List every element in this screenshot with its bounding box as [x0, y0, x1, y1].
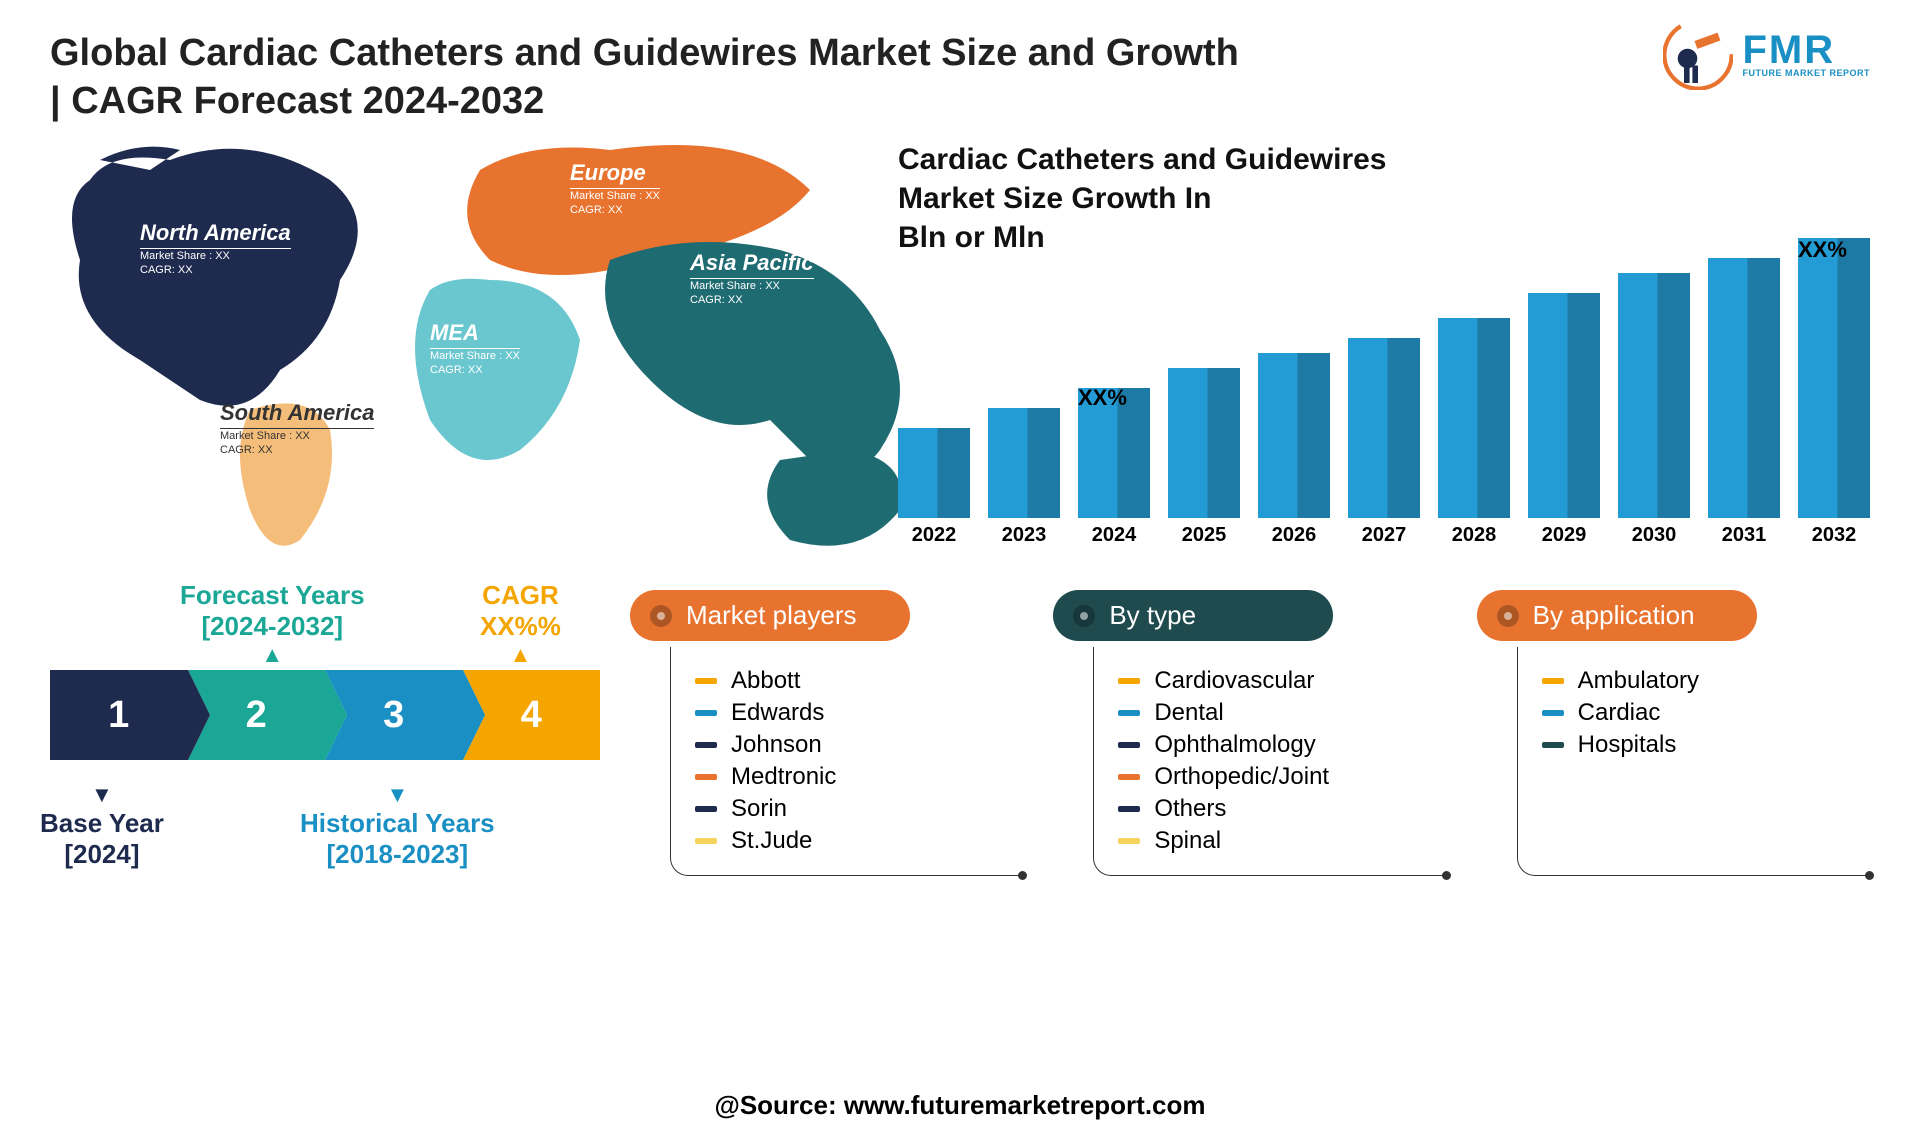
- list-item: Abbott: [695, 667, 1023, 695]
- card-body: Cardiovascular Dental Ophthalmology Orthope…: [1093, 647, 1446, 876]
- region-label-asia-pacific: Asia Pacific Market Share : XXCAGR: XX: [690, 250, 814, 308]
- base-year-value: [2024]: [40, 839, 164, 870]
- logo-subtext: FUTURE MARKET REPORT: [1743, 68, 1871, 78]
- tick-icon: [1118, 774, 1140, 780]
- tick-icon: [1118, 806, 1140, 812]
- bar-2029: 2029: [1528, 293, 1600, 547]
- tick-icon: [695, 838, 717, 844]
- arrow-up-icon: ▲: [480, 642, 561, 668]
- list-item: Johnson: [695, 731, 1023, 759]
- chart-title-l2: Market Size Growth In: [898, 179, 1870, 218]
- tick-icon: [1542, 742, 1564, 748]
- bar-2031: 2031: [1708, 258, 1780, 547]
- bullet-icon: [650, 605, 672, 627]
- card-header: By type: [1053, 590, 1333, 641]
- world-map: North America Market Share : XXCAGR: XX E…: [50, 140, 838, 560]
- timeline-segment-1: 1: [50, 670, 188, 760]
- chart-title-l1: Cardiac Catheters and Guidewires: [898, 140, 1870, 179]
- bar-2025: 2025: [1168, 368, 1240, 547]
- list-item: Sorin: [695, 795, 1023, 823]
- card-header: By application: [1477, 590, 1757, 641]
- tick-icon: [1118, 710, 1140, 716]
- source-attribution: @Source: www.futuremarketreport.com: [0, 1090, 1920, 1121]
- bar-2022: 2022: [898, 428, 970, 547]
- tick-icon: [1542, 710, 1564, 716]
- arrow-down-icon: ▼: [40, 782, 164, 808]
- list-item: Medtronic: [695, 763, 1023, 791]
- pct-label-2032: XX%: [1798, 237, 1847, 263]
- bar-2023: 2023: [988, 408, 1060, 547]
- chart-title-l3: Bln or Mln: [898, 218, 1870, 257]
- card-by-type: By type Cardiovascular Dental Ophthalmology…: [1053, 590, 1446, 876]
- tick-icon: [1118, 742, 1140, 748]
- tick-icon: [695, 774, 717, 780]
- list-item: Cardiovascular: [1118, 667, 1446, 695]
- tick-icon: [1118, 838, 1140, 844]
- list-item: Ophthalmology: [1118, 731, 1446, 759]
- list-item: Cardiac: [1542, 699, 1870, 727]
- list-item: Others: [1118, 795, 1446, 823]
- bar-2024: 2024: [1078, 388, 1150, 547]
- region-label-south-america: South America Market Share : XXCAGR: XX: [220, 400, 374, 458]
- tick-icon: [1542, 678, 1564, 684]
- bar-chart: Cardiac Catheters and Guidewires Market …: [878, 140, 1870, 560]
- bar-2032: 2032: [1798, 238, 1870, 547]
- historical-years-label: Historical Years: [300, 808, 495, 839]
- card-by-application: By application Ambulatory Cardiac Hospitals: [1477, 590, 1870, 876]
- tick-icon: [695, 742, 717, 748]
- cagr-value: XX%%: [480, 611, 561, 642]
- bar-2026: 2026: [1258, 353, 1330, 547]
- region-label-north-america: North America Market Share : XXCAGR: XX: [140, 220, 291, 278]
- telescope-icon: [1663, 20, 1733, 90]
- arrow-down-icon: ▼: [300, 782, 495, 808]
- list-item: Orthopedic/Joint: [1118, 763, 1446, 791]
- card-market-players: Market players Abbott Edwards Johnson Medtro…: [630, 590, 1023, 876]
- bullet-icon: [1073, 605, 1095, 627]
- list-item: Edwards: [695, 699, 1023, 727]
- list-item: St.Jude: [695, 827, 1023, 855]
- card-body: Ambulatory Cardiac Hospitals: [1517, 647, 1870, 876]
- list-item: Dental: [1118, 699, 1446, 727]
- bar-2028: 2028: [1438, 318, 1510, 547]
- tick-icon: [695, 806, 717, 812]
- forecast-years-label: Forecast Years: [180, 580, 365, 611]
- region-label-mea: MEA Market Share : XXCAGR: XX: [430, 320, 520, 378]
- card-header: Market players: [630, 590, 910, 641]
- base-year-label: Base Year: [40, 808, 164, 839]
- list-item: Hospitals: [1542, 731, 1870, 759]
- region-label-europe: Europe Market Share : XXCAGR: XX: [570, 160, 660, 218]
- forecast-years-value: [2024-2032]: [180, 611, 365, 642]
- historical-years-value: [2018-2023]: [300, 839, 495, 870]
- bar-2030: 2030: [1618, 273, 1690, 547]
- card-body: Abbott Edwards Johnson Medtronic Sorin St.Jud…: [670, 647, 1023, 876]
- logo-text: FMR: [1743, 32, 1871, 68]
- pct-label-2024: XX%: [1078, 385, 1127, 411]
- fmr-logo: FMR FUTURE MARKET REPORT: [1663, 20, 1871, 90]
- list-item: Ambulatory: [1542, 667, 1870, 695]
- tick-icon: [695, 710, 717, 716]
- page-title: Global Cardiac Catheters and Guidewires …: [50, 30, 1250, 125]
- list-item: Spinal: [1118, 827, 1446, 855]
- arrow-up-icon: ▲: [180, 642, 365, 668]
- tick-icon: [1118, 678, 1140, 684]
- cagr-label: CAGR: [480, 580, 561, 611]
- bar-2027: 2027: [1348, 338, 1420, 547]
- timeline: Forecast Years [2024-2032] ▲ CAGR XX%% ▲…: [50, 590, 600, 760]
- bullet-icon: [1497, 605, 1519, 627]
- tick-icon: [695, 678, 717, 684]
